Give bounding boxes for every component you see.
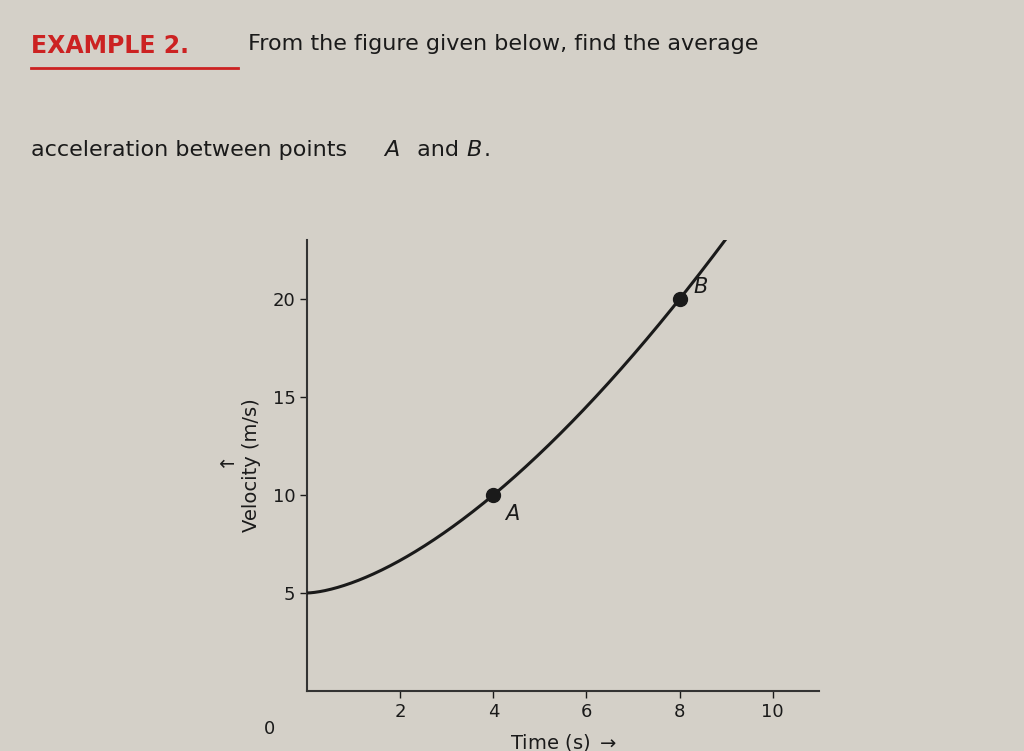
Text: and: and (410, 140, 466, 160)
Text: From the figure given below, find the average: From the figure given below, find the av… (241, 34, 758, 54)
Text: 0: 0 (264, 720, 275, 738)
Text: A: A (384, 140, 399, 160)
Text: B: B (693, 277, 708, 297)
Text: B: B (466, 140, 481, 160)
Y-axis label: $\uparrow$
Velocity (m/s): $\uparrow$ Velocity (m/s) (220, 399, 261, 532)
Text: .: . (483, 140, 490, 160)
Text: EXAMPLE 2.: EXAMPLE 2. (31, 34, 188, 58)
Text: A: A (505, 505, 519, 524)
Text: acceleration between points: acceleration between points (31, 140, 354, 160)
X-axis label: Time (s) $\rightarrow$: Time (s) $\rightarrow$ (510, 731, 616, 751)
